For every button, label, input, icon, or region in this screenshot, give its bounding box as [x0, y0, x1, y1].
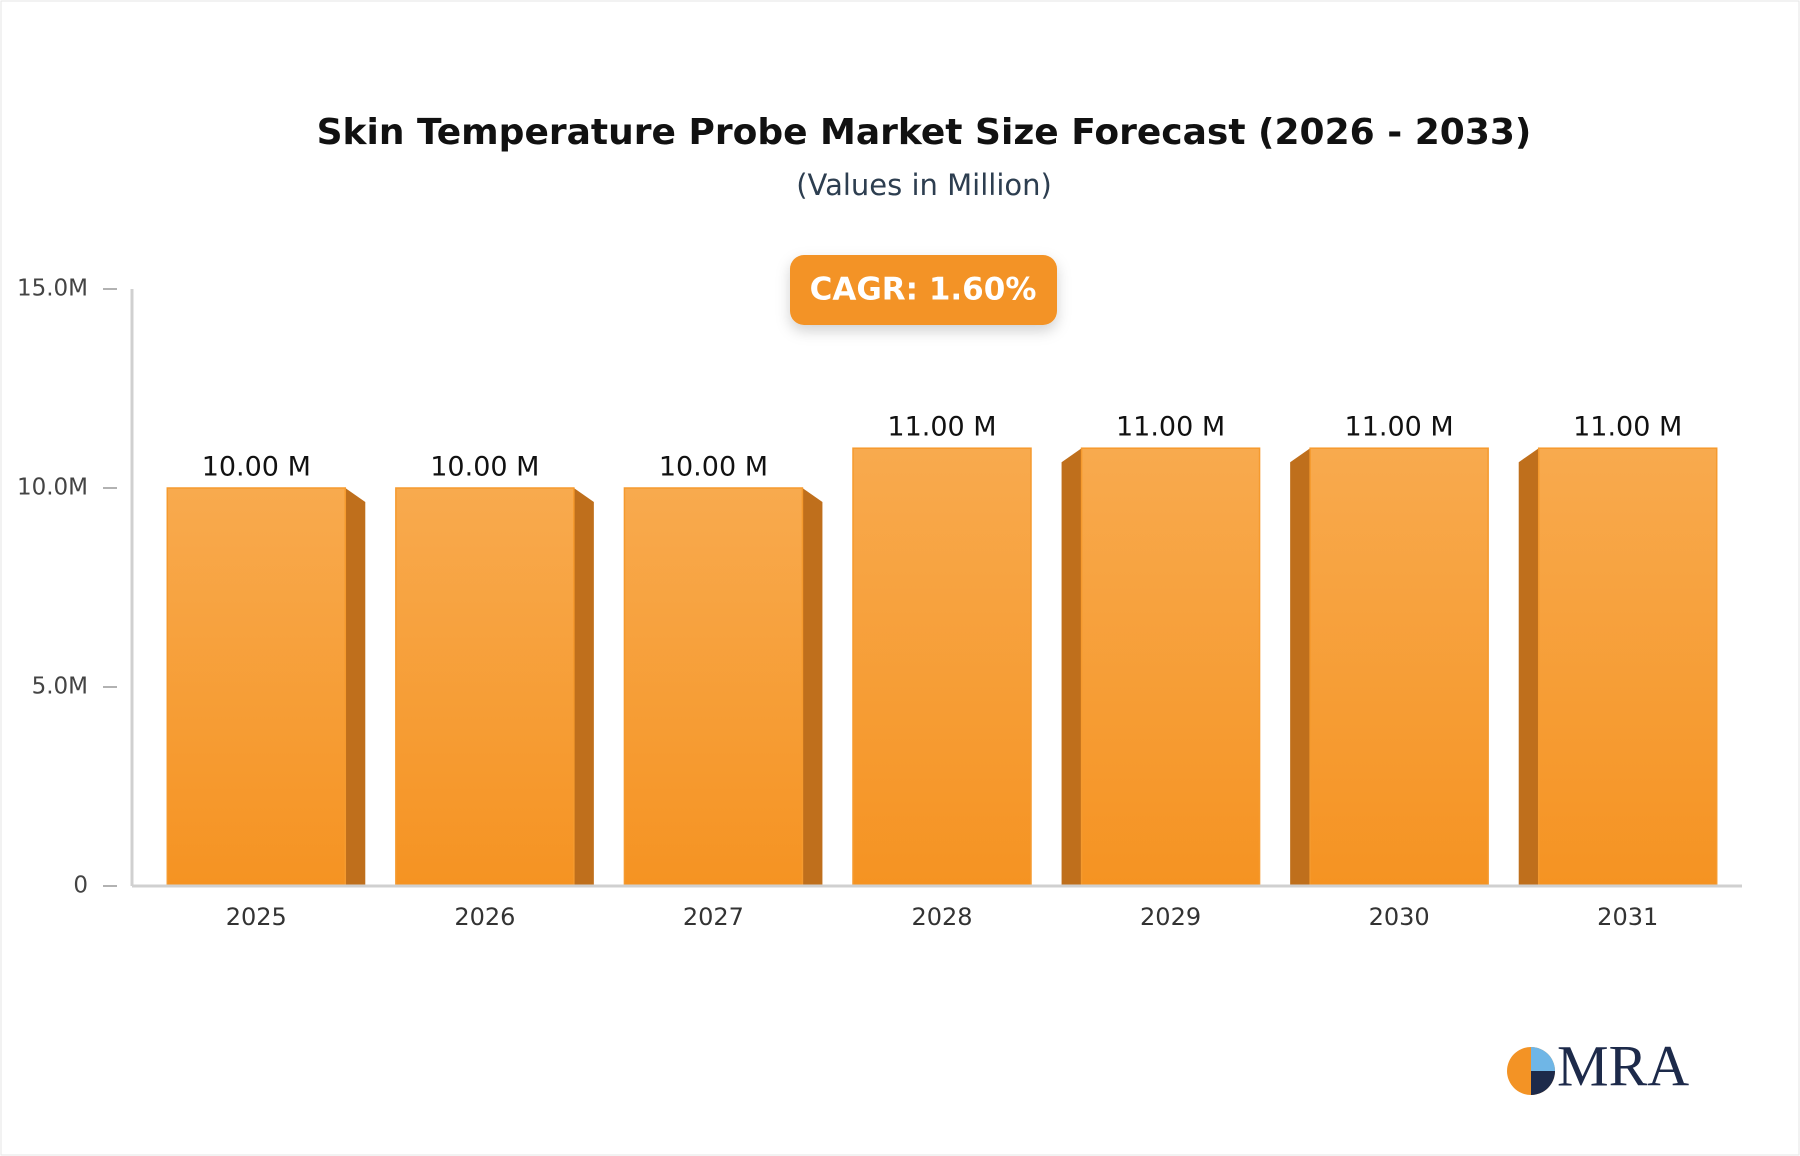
y-tick-label: 0 — [73, 873, 88, 899]
logo: MRA — [1507, 1033, 1689, 1098]
value-label: 10.00 M — [430, 452, 539, 483]
value-label: 11.00 M — [1573, 412, 1682, 443]
bar — [1080, 447, 1261, 887]
value-label: 11.00 M — [1116, 412, 1225, 443]
x-tick-label: 2029 — [1140, 903, 1201, 931]
bar-side — [573, 488, 594, 886]
bar — [1537, 447, 1718, 887]
chart-title: Skin Temperature Probe Market Size Forec… — [317, 112, 1532, 153]
logo-icon-slice — [1531, 1047, 1555, 1071]
bar — [852, 447, 1032, 887]
value-label: 11.00 M — [1345, 412, 1454, 443]
x-tick-label: 2031 — [1597, 903, 1658, 931]
value-label: 10.00 M — [659, 452, 768, 483]
x-tick-label: 2026 — [454, 903, 515, 931]
x-tick-label: 2030 — [1369, 903, 1430, 931]
y-tick-label: 15.0M — [17, 276, 88, 302]
bar — [623, 487, 804, 887]
value-label: 10.00 M — [202, 452, 311, 483]
bar-side — [802, 488, 823, 886]
cagr-badge — [790, 255, 1057, 325]
y-tick-label: 5.0M — [32, 674, 88, 700]
x-tick-label: 2027 — [683, 903, 744, 931]
logo-text: MRA — [1557, 1033, 1689, 1098]
bar — [166, 487, 347, 887]
bar-side — [1290, 448, 1311, 886]
bar — [1309, 447, 1489, 887]
value-label: 11.00 M — [887, 412, 996, 443]
cagr-label: CAGR: 1.60% — [810, 272, 1037, 308]
bar-side — [1518, 448, 1539, 886]
chart-subtitle: (Values in Million) — [796, 168, 1052, 202]
x-tick-label: 2028 — [911, 903, 972, 931]
y-tick-label: 10.0M — [17, 475, 88, 501]
bar-side — [1061, 448, 1082, 886]
bar-side — [345, 488, 366, 886]
x-tick-label: 2025 — [226, 903, 287, 931]
bar — [395, 487, 575, 887]
logo-icon-slice — [1531, 1071, 1555, 1095]
